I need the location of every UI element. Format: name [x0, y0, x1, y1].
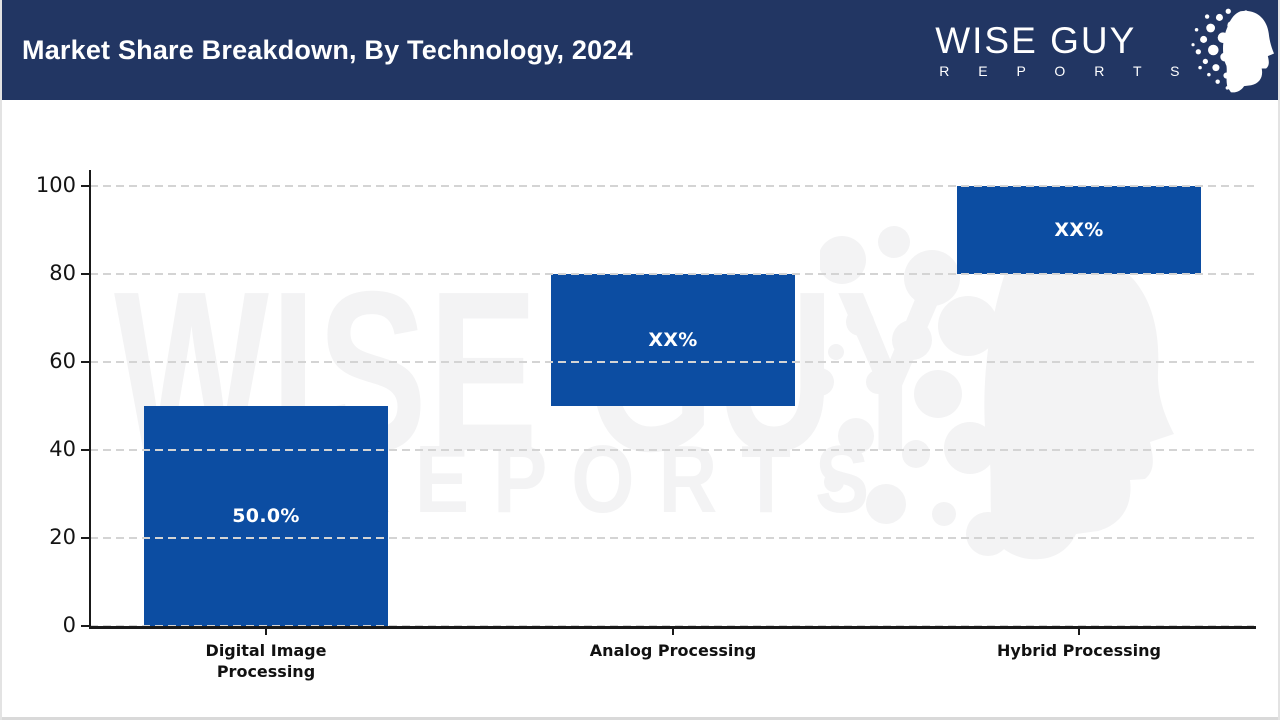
grid-line: [90, 449, 1254, 451]
bar-value-label: XX%: [1054, 219, 1104, 241]
x-tick: [265, 629, 267, 635]
x-axis-spine: [89, 626, 1256, 629]
brand-subtext: R E P O R T S: [939, 62, 1192, 79]
bar-value-label: 50.0%: [232, 505, 300, 527]
y-tick: [81, 449, 89, 451]
y-tick-label: 100: [35, 173, 76, 197]
y-tick: [81, 273, 89, 275]
header-band: Market Share Breakdown, By Technology, 2…: [2, 0, 1278, 100]
y-tick: [81, 625, 89, 627]
bar: 50.0%: [144, 406, 388, 626]
y-tick-label: 20: [49, 525, 76, 549]
brand-wordmark: WISE GUY: [935, 19, 1137, 61]
page-title: Market Share Breakdown, By Technology, 2…: [22, 34, 633, 65]
y-tick-label: 40: [49, 437, 76, 461]
grid-line: [90, 273, 1254, 275]
x-tick: [672, 629, 674, 635]
bar: XX%: [551, 274, 795, 406]
grid-line: [90, 537, 1254, 539]
y-tick-label: 60: [49, 349, 76, 373]
x-category-label: Hybrid Processing: [997, 641, 1161, 660]
y-tick-label: 80: [49, 261, 76, 285]
y-tick: [81, 537, 89, 539]
bar: XX%: [957, 186, 1201, 274]
brand-logo: WISE GUY R E P O R T S: [935, 6, 1274, 94]
y-tick: [81, 185, 89, 187]
brand-logo-text: WISE GUY R E P O R T S: [935, 22, 1192, 79]
x-category-label: Analog Processing: [589, 641, 757, 660]
x-category-label: Digital Image Processing: [205, 641, 327, 681]
y-tick: [81, 361, 89, 363]
footer-strip: [2, 717, 1278, 720]
y-tick-label: 0: [62, 613, 76, 637]
y-axis-spine: [89, 170, 91, 629]
watermark-subtext: REPORTS: [332, 426, 894, 533]
bar-value-label: XX%: [648, 329, 698, 351]
brand-face-icon: [1191, 8, 1274, 93]
grid-line: [90, 361, 1254, 363]
x-tick: [1078, 629, 1080, 635]
grid-line: [90, 185, 1254, 187]
